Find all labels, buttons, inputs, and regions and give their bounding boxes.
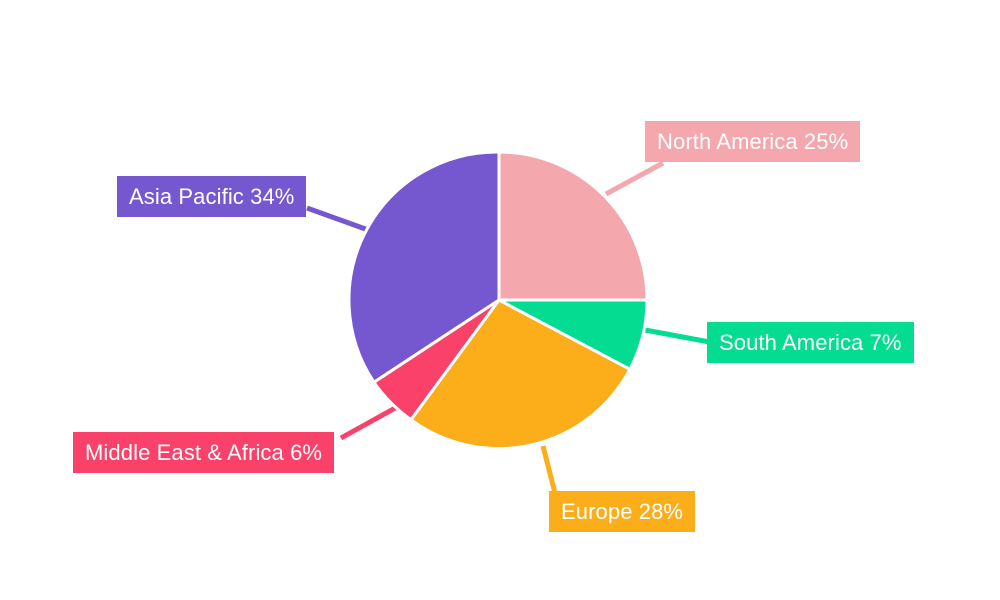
pie-slice-europe[interactable] [409,298,632,451]
pie-slice-north-america[interactable] [497,150,649,302]
pie-label-middle-east-africa[interactable]: Middle East & Africa 6% [73,432,335,473]
leader-line-north-america [604,160,665,197]
pie-label-europe[interactable]: Europe 28% [549,491,696,532]
pie-label-south-america[interactable]: South America 7% [707,322,914,363]
pie-slice-asia-pacific[interactable] [347,150,501,384]
leader-line-south-america [644,327,716,346]
pie-label-north-america[interactable]: North America 25% [645,121,861,162]
leader-line-middle-east-africa [339,404,399,441]
leader-lines [306,160,716,498]
pie-slices [347,150,649,451]
pie-label-asia-pacific[interactable]: Asia Pacific 34% [117,176,307,217]
leader-line-asia-pacific [306,205,372,234]
leader-line-europe [540,445,559,498]
